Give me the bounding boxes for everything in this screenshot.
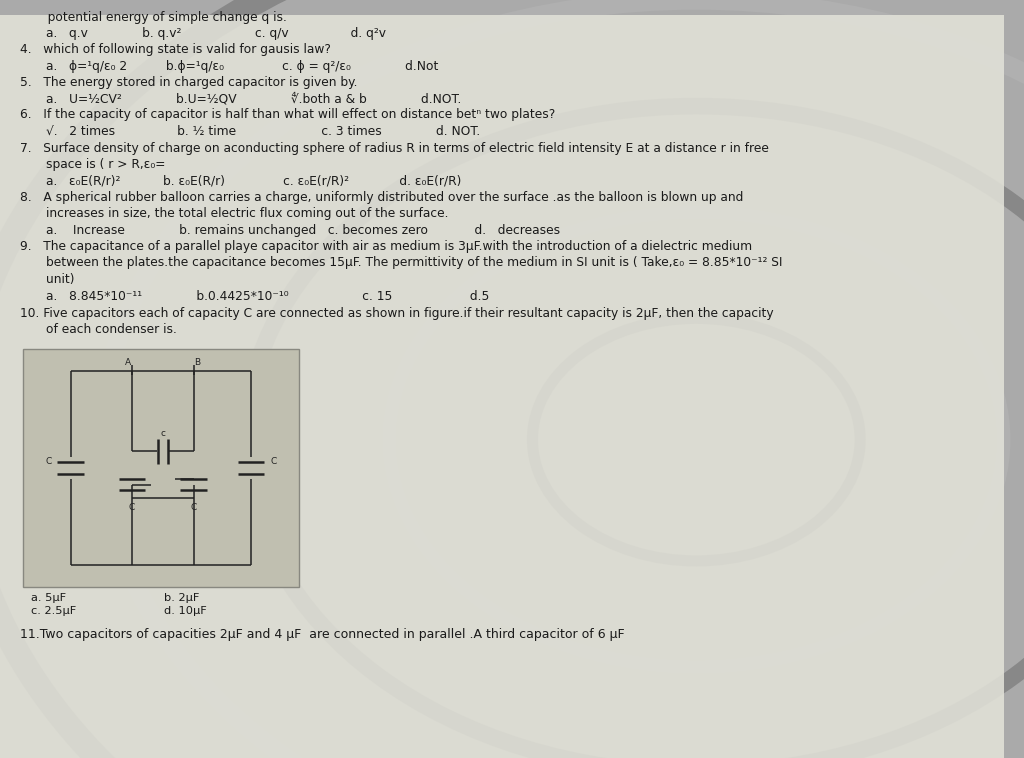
Text: c: c: [161, 429, 165, 438]
Text: B: B: [195, 359, 201, 368]
Text: a.   q.v              b. q.v²                   c. q/v                d. q²v: a. q.v b. q.v² c. q/v d. q²v: [46, 27, 386, 40]
Text: between the plates.the capacitance becomes 15μF. The permittivity of the medium : between the plates.the capacitance becom…: [46, 256, 782, 269]
Text: √.   2 times                b. ½ time                      c. 3 times           : √. 2 times b. ½ time c. 3 times: [46, 125, 480, 138]
Text: 4.   which of following state is valid for gausis law?: 4. which of following state is valid for…: [20, 43, 332, 56]
Text: unit): unit): [46, 273, 75, 286]
Text: 7.   Surface density of charge on aconducting sphere of radius R in terms of ele: 7. Surface density of charge on aconduct…: [20, 142, 769, 155]
Text: 11.Two capacitors of capacities 2μF and 4 μF  are connected in parallel .A third: 11.Two capacitors of capacities 2μF and …: [20, 628, 625, 641]
Text: C: C: [270, 457, 276, 466]
Text: increases in size, the total electric flux coming out of the surface.: increases in size, the total electric fl…: [46, 207, 449, 220]
Text: c. 2.5μF: c. 2.5μF: [31, 606, 76, 616]
Text: a. 5μF: a. 5μF: [31, 593, 66, 603]
Text: A: A: [125, 359, 131, 368]
Text: 5.   The energy stored in charged capacitor is given by.: 5. The energy stored in charged capacito…: [20, 76, 358, 89]
Text: potential energy of simple change q is.: potential energy of simple change q is.: [36, 11, 287, 24]
FancyBboxPatch shape: [23, 349, 299, 587]
Text: 9.   The capacitance of a parallel playe capacitor with air as medium is 3μF.wit: 9. The capacitance of a parallel playe c…: [20, 240, 753, 253]
Text: 10. Five capacitors each of capacity C are connected as shown in figure.if their: 10. Five capacitors each of capacity C a…: [20, 307, 774, 320]
Text: a.   U=½CV²              b.U=½QV              ∜.both a & b              d.NOT.: a. U=½CV² b.U=½QV ∜.both a & b d.NOT.: [46, 92, 462, 105]
FancyBboxPatch shape: [0, 15, 1004, 758]
Text: b. 2μF: b. 2μF: [164, 593, 200, 603]
Text: d. 10μF: d. 10μF: [164, 606, 207, 616]
Text: space is ( r > R,ε₀=: space is ( r > R,ε₀=: [46, 158, 166, 171]
Text: 8.   A spherical rubber balloon carries a charge, uniformly distributed over the: 8. A spherical rubber balloon carries a …: [20, 191, 743, 204]
Text: a.   ϕ=¹q/ε₀ 2          b.ϕ=¹q/ε₀               c. ϕ = q²/ε₀              d.Not: a. ϕ=¹q/ε₀ 2 b.ϕ=¹q/ε₀ c. ϕ = q²/ε₀ d.No…: [46, 60, 438, 73]
Text: a.   ε₀E(R/r)²           b. ε₀E(R/r)               c. ε₀E(r/R)²             d. ε: a. ε₀E(R/r)² b. ε₀E(R/r) c. ε₀E(r/R)² d.…: [46, 174, 462, 187]
Text: C: C: [129, 503, 135, 512]
Text: C: C: [190, 503, 197, 512]
Text: a.    Increase              b. remains unchanged   c. becomes zero            d.: a. Increase b. remains unchanged c. beco…: [46, 224, 560, 236]
Text: of each condenser is.: of each condenser is.: [46, 323, 177, 336]
Text: a.   8.845*10⁻¹¹              b.0.4425*10⁻¹⁰                   c. 15            : a. 8.845*10⁻¹¹ b.0.4425*10⁻¹⁰ c. 15: [46, 290, 489, 303]
Text: C: C: [45, 457, 51, 466]
Text: 6.   If the capacity of capacitor is half than what will effect on distance betⁿ: 6. If the capacity of capacitor is half …: [20, 108, 556, 121]
